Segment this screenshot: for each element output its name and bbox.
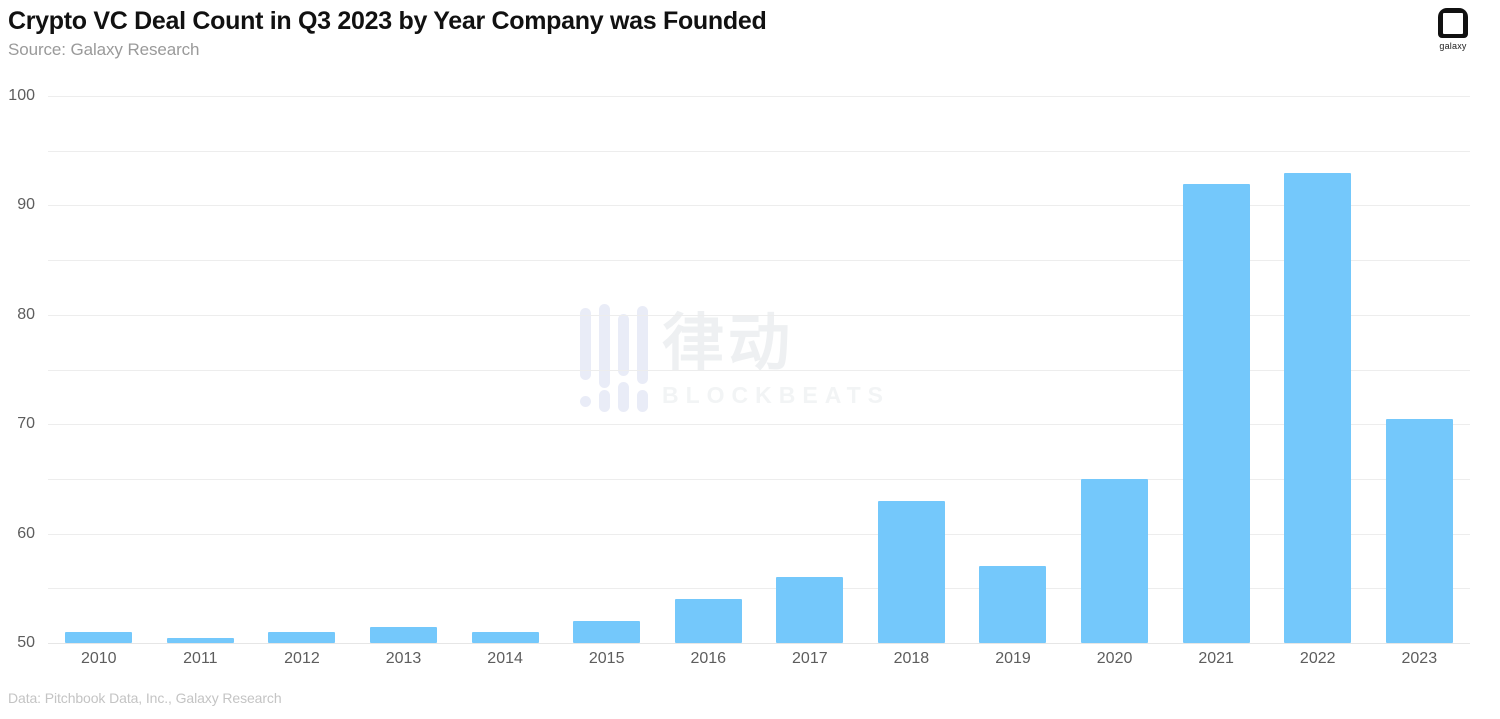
- bar-2014[interactable]: [471, 632, 539, 643]
- gridline: 60: [17, 314, 1470, 542]
- bar-slot: [1165, 96, 1267, 643]
- bar-slot: [150, 96, 252, 643]
- bar-slot: [657, 96, 759, 643]
- gridline: 30: [48, 478, 1470, 480]
- gridline: 40: [48, 424, 1470, 426]
- bar-2011[interactable]: [166, 637, 234, 643]
- x-axis-tick-label: 2019: [995, 650, 1031, 667]
- bars-group: [48, 96, 1470, 643]
- x-axis-tick-label: 2021: [1198, 650, 1234, 667]
- gridline: 80: [17, 205, 1470, 323]
- bar-slot: [861, 96, 963, 643]
- gridline: 20: [48, 533, 1470, 535]
- chart-header: Crypto VC Deal Count in Q3 2023 by Year …: [8, 6, 1348, 60]
- bar-slot: [353, 96, 455, 643]
- bar-2020[interactable]: [1081, 478, 1149, 643]
- bar-2019[interactable]: [979, 566, 1047, 643]
- x-axis-tick-label: 2018: [893, 650, 930, 667]
- x-axis-tick-label: 2023: [1401, 650, 1438, 667]
- y-axis-tick-label: 50: [17, 634, 35, 651]
- gridline: 0: [48, 643, 1470, 644]
- footer-data-note: Data: Pitchbook Data, Inc., Galaxy Resea…: [8, 690, 282, 706]
- x-axis-tick-label: 2013: [385, 650, 422, 667]
- page-title: Crypto VC Deal Count in Q3 2023 by Year …: [8, 7, 767, 35]
- gridline: 50: [17, 369, 1470, 651]
- y-axis-tick-label: 80: [17, 305, 35, 323]
- bar-2016[interactable]: [674, 599, 742, 643]
- x-axis-tick-label: 2011: [183, 650, 218, 667]
- y-axis-tick-label: 60: [17, 524, 35, 542]
- x-axis-tick-label: 2020: [1096, 650, 1133, 667]
- bar-slot: [759, 96, 861, 643]
- galaxy-logo-icon: [1438, 8, 1468, 38]
- bar-slot: [1267, 96, 1369, 643]
- x-axis-tick-label: 2022: [1299, 650, 1336, 667]
- plot-area: 0 10 20 30 40 50 60 70 80 90 100: [8, 87, 1470, 651]
- x-axis-tick-label: 2014: [487, 650, 523, 667]
- bar-slot: [962, 96, 1064, 643]
- bar-2017[interactable]: [776, 577, 844, 643]
- bar-2013[interactable]: [370, 626, 438, 643]
- bar-2010[interactable]: [65, 632, 133, 643]
- bar-2015[interactable]: [573, 621, 641, 643]
- x-axis-tick-label: 2016: [690, 650, 727, 667]
- bar-2023[interactable]: [1385, 418, 1453, 643]
- y-axis-tick-label: 90: [17, 196, 35, 214]
- chart-subtitle: Source: Galaxy Research: [8, 40, 200, 60]
- x-axis-tick-label: 2012: [284, 650, 320, 667]
- brand-name-label: galaxy: [1439, 41, 1467, 51]
- bar-slot: [556, 96, 658, 643]
- gridline: 70: [17, 260, 1470, 432]
- gridline: 90: [17, 150, 1470, 213]
- x-axis: 2010 2011 2012 2013 2014 2015 2016 2017 2018 2019…: [48, 650, 1470, 668]
- bar-2018[interactable]: [877, 500, 945, 643]
- bar-slot: [454, 96, 556, 643]
- x-axis-tick-label: 2010: [80, 650, 117, 667]
- galaxy-brand-logo: galaxy: [1422, 8, 1484, 51]
- x-axis-tick-label: 2017: [792, 650, 828, 667]
- x-axis-tick-label: 2015: [588, 650, 625, 667]
- bar-slot: [48, 96, 150, 643]
- bar-slot: [1064, 96, 1166, 643]
- bar-slot: [1369, 96, 1471, 643]
- bar-2022[interactable]: [1284, 172, 1352, 643]
- bar-slot: [251, 96, 353, 643]
- gridline: 100: [8, 87, 1470, 104]
- bar-2012[interactable]: [268, 632, 336, 643]
- bar-2021[interactable]: [1182, 183, 1250, 643]
- gridline: 10: [48, 588, 1470, 590]
- y-axis-tick-label: 100: [8, 87, 35, 104]
- y-axis-tick-label: 70: [17, 415, 35, 433]
